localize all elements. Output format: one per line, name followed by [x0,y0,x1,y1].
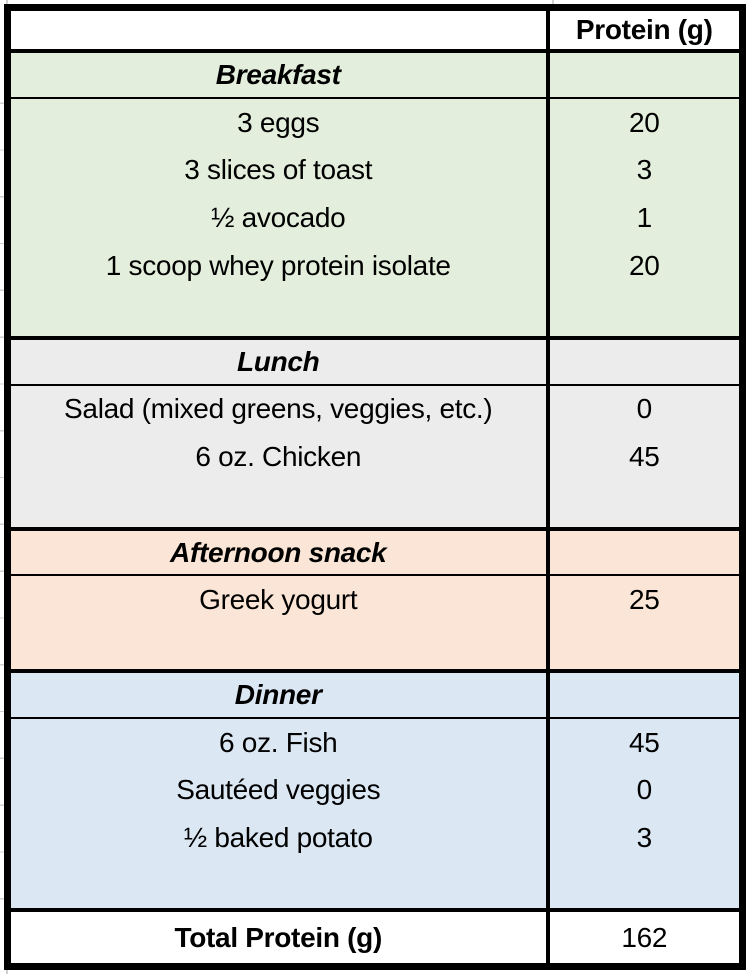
item-row: 6 oz. Fish 45 [7,718,743,767]
meal-item-cell[interactable]: 3 slices of toast [184,154,373,186]
meal-item-cell[interactable]: 1 scoop whey protein isolate [105,249,451,281]
meal-item-cell[interactable] [7,862,548,913]
protein-value-cell[interactable] [545,528,743,577]
meal-item-cell[interactable] [7,7,548,54]
spacer-row [7,289,743,340]
item-row: 1 scoop whey protein isolate 20 [7,241,743,290]
section-header-row: Dinner [7,671,743,720]
meal-item-cell[interactable]: ½ avocado [211,202,346,234]
protein-value-cell[interactable]: 0 [545,766,743,815]
meal-item-cell[interactable]: 6 oz. Fish [219,726,338,758]
meal-item-cell[interactable]: Salad (mixed greens, veggies, etc.) [64,393,493,425]
item-row: ½ baked potato 3 [7,814,743,863]
meal-item-cell[interactable] [7,480,548,531]
column-header-row: Protein (g) [7,7,743,54]
section-header-row: Afternoon snack [7,528,743,577]
protein-value-cell[interactable]: 25 [545,575,743,624]
protein-value-cell[interactable]: 20 [545,98,743,147]
meal-item-cell[interactable] [7,623,548,674]
protein-value-cell[interactable] [545,51,743,100]
spacer-row [7,480,743,531]
item-row: ½ avocado 1 [7,194,743,242]
section-title-cell[interactable]: Breakfast [7,51,548,100]
meal-item-cell[interactable]: Greek yogurt [199,583,358,615]
total-row: Total Protein (g) 162 [7,910,743,967]
protein-value-cell[interactable]: 0 [545,384,743,433]
protein-value-cell[interactable]: 3 [545,814,743,863]
meal-item-cell[interactable]: ½ baked potato [183,822,373,854]
section-header-row: Breakfast [7,51,743,100]
protein-value-cell[interactable] [545,671,743,720]
protein-value-cell[interactable]: 45 [545,718,743,767]
protein-value-cell[interactable]: 1 [545,194,743,242]
meal-item-cell[interactable]: Sautéed veggies [176,774,381,806]
item-row: Sautéed veggies 0 [7,766,743,815]
total-label-cell[interactable]: Total Protein (g) [174,921,383,953]
spacer-row [7,862,743,913]
item-row: 3 eggs 20 [7,98,743,147]
section-title-cell[interactable]: Afternoon snack [7,528,548,577]
protein-value-cell[interactable]: 3 [545,146,743,195]
protein-value-cell[interactable] [545,337,743,386]
meal-item-cell[interactable] [7,289,548,340]
section-title-cell[interactable]: Lunch [7,337,548,386]
protein-value-cell[interactable] [545,480,743,531]
spreadsheet-gridline-stub [6,970,8,974]
spreadsheet-gridline-stub [552,0,554,4]
section-title-cell[interactable]: Dinner [7,671,548,720]
protein-value-cell[interactable]: 20 [545,241,743,290]
protein-value-cell[interactable] [545,623,743,674]
item-row: 6 oz. Chicken 45 [7,432,743,481]
spreadsheet-gridline-stub-column [0,57,4,903]
item-row: Salad (mixed greens, veggies, etc.) 0 [7,384,743,433]
meal-item-cell[interactable]: 3 eggs [237,106,320,138]
spreadsheet-gridline-stub [6,0,8,4]
protein-value-cell[interactable]: 45 [545,432,743,481]
item-row: 3 slices of toast 3 [7,146,743,195]
protein-value-cell[interactable] [545,862,743,913]
spacer-row [7,623,743,674]
total-protein-value-cell[interactable]: 162 [545,910,743,967]
protein-value-cell[interactable] [545,289,743,340]
item-row: Greek yogurt 25 [7,575,743,624]
meal-item-cell[interactable]: 6 oz. Chicken [195,440,362,472]
protein-column-header-cell[interactable]: Protein (g) [545,7,743,54]
section-header-row: Lunch [7,337,743,386]
protein-meal-plan-table: Protein (g) Breakfast 3 eggs 20 3 slices of … [4,4,746,970]
